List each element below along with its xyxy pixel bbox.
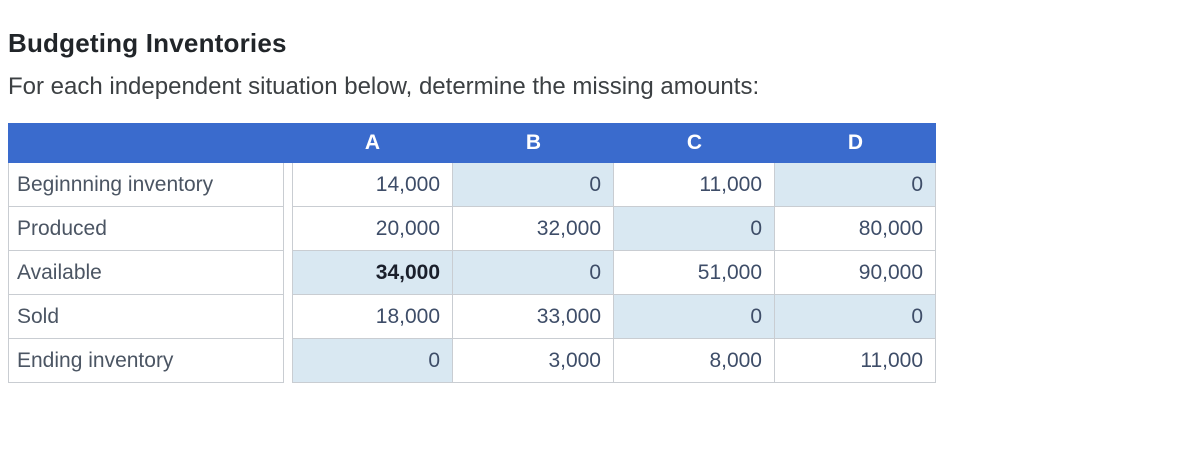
column-header-a: A [364, 131, 381, 154]
cell-ending-b: 3,000 [453, 339, 614, 383]
cell-beginning-d[interactable]: 0 [775, 163, 936, 207]
page-subtitle: For each independent situation below, de… [8, 73, 760, 100]
table-header-row: A B C D [8, 123, 936, 163]
cell-available-a[interactable]: 34,000 [292, 251, 453, 295]
column-header-d: D [847, 131, 864, 154]
column-gap [284, 295, 292, 339]
row-label: Available [8, 251, 284, 295]
cell-beginning-c: 11,000 [614, 163, 775, 207]
column-gap [284, 163, 292, 207]
row-label: Produced [8, 207, 284, 251]
cell-available-b[interactable]: 0 [453, 251, 614, 295]
cell-ending-a[interactable]: 0 [292, 339, 453, 383]
cell-beginning-a: 14,000 [292, 163, 453, 207]
column-header-c: C [686, 131, 703, 154]
table-row-produced: Produced 20,000 32,000 0 80,000 [8, 207, 936, 251]
column-header-b: B [525, 131, 542, 154]
cell-sold-b: 33,000 [453, 295, 614, 339]
column-gap [284, 251, 292, 295]
table-row-beginning-inventory: Beginnning inventory 14,000 0 11,000 0 [8, 163, 936, 207]
header-spacer [8, 123, 292, 163]
cell-sold-a: 18,000 [292, 295, 453, 339]
row-label: Sold [8, 295, 284, 339]
cell-sold-c[interactable]: 0 [614, 295, 775, 339]
column-gap [284, 339, 292, 383]
table-row-available: Available 34,000 0 51,000 90,000 [8, 251, 936, 295]
cell-produced-d: 80,000 [775, 207, 936, 251]
table-row-sold: Sold 18,000 33,000 0 0 [8, 295, 936, 339]
cell-produced-b: 32,000 [453, 207, 614, 251]
cell-ending-d: 11,000 [775, 339, 936, 383]
cell-produced-a: 20,000 [292, 207, 453, 251]
cell-sold-d[interactable]: 0 [775, 295, 936, 339]
cell-ending-c: 8,000 [614, 339, 775, 383]
column-gap [284, 207, 292, 251]
cell-available-c: 51,000 [614, 251, 775, 295]
cell-available-d: 90,000 [775, 251, 936, 295]
page-title: Budgeting Inventories [8, 28, 287, 58]
page: Budgeting Inventories For each independe… [8, 28, 936, 383]
cell-beginning-b[interactable]: 0 [453, 163, 614, 207]
row-label: Ending inventory [8, 339, 284, 383]
table-row-ending-inventory: Ending inventory 0 3,000 8,000 11,000 [8, 339, 936, 383]
inventory-table: A B C D Beginnning inventory 14,000 0 11… [8, 123, 936, 383]
cell-produced-c[interactable]: 0 [614, 207, 775, 251]
row-label: Beginnning inventory [8, 163, 284, 207]
